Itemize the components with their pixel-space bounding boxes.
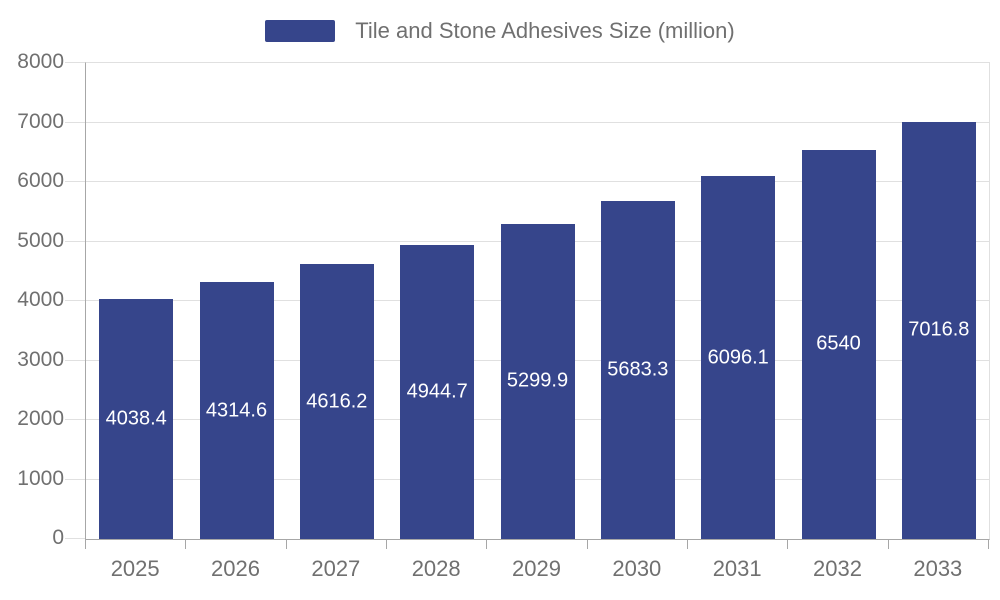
- x-tick-label-2029: 2029: [512, 556, 561, 581]
- bar-value-2031: 6096.1: [707, 346, 769, 369]
- x-tick-3: [386, 539, 387, 549]
- y-tick-label-5000: 5000: [17, 228, 64, 252]
- legend-label: Tile and Stone Adhesives Size (million): [355, 18, 735, 43]
- y-tick-label-2000: 2000: [17, 407, 64, 430]
- bar-2030[interactable]: 5683.3: [600, 200, 675, 539]
- x-tick-8: [887, 539, 889, 549]
- y-tick-4000: [65, 300, 85, 301]
- legend-swatch-icon: [265, 20, 336, 42]
- y-tick-8000: [65, 62, 85, 63]
- bar-value-2030: 5683.3: [607, 358, 669, 381]
- bar-value-2025: 4038.4: [105, 407, 167, 430]
- y-tick-2000: [65, 419, 85, 420]
- gridline-6000: [86, 181, 989, 182]
- y-tick-1000: [65, 478, 85, 480]
- bar-2026[interactable]: 4314.6: [199, 282, 274, 539]
- bar-2027[interactable]: 4616.2: [299, 264, 374, 539]
- y-tick-label-1000: 1000: [17, 466, 64, 490]
- bar-2025[interactable]: 4038.4: [99, 298, 174, 539]
- bar-2033[interactable]: 7016.8: [901, 121, 976, 539]
- y-tick-label-8000: 8000: [17, 50, 64, 73]
- y-tick-label-6000: 6000: [17, 169, 64, 192]
- x-tick-4: [486, 539, 488, 549]
- y-tick-label-7000: 7000: [17, 109, 64, 133]
- x-tick-5: [586, 539, 588, 549]
- y-tick-7000: [65, 121, 85, 123]
- legend-item[interactable]: Tile and Stone Adhesives Size (million): [0, 17, 1000, 45]
- y-tick-6000: [65, 181, 85, 182]
- y-tick-label-0: 0: [52, 526, 64, 549]
- x-tick-label-2026: 2026: [211, 556, 260, 581]
- bar-2031[interactable]: 6096.1: [701, 176, 776, 539]
- bar-2028[interactable]: 4944.7: [400, 244, 475, 539]
- x-tick-1: [185, 539, 187, 549]
- x-tick-7: [787, 539, 789, 549]
- bar-value-2033: 7016.8: [908, 318, 970, 341]
- bar-value-2028: 4944.7: [406, 380, 468, 403]
- y-tick-5000: [65, 240, 85, 242]
- bar-value-2032: 6540: [816, 332, 861, 355]
- bar-2029[interactable]: 5299.9: [500, 223, 575, 539]
- y-tick-label-4000: 4000: [17, 288, 64, 311]
- bar-value-2029: 5299.9: [506, 369, 569, 392]
- x-axis-labels: 2025 2026 2027 2028 2029 2030 2031 2032 2033: [85, 556, 990, 586]
- bar-2032[interactable]: 6540: [801, 149, 876, 539]
- x-tick-0: [85, 539, 86, 549]
- x-tick-label-2030: 2030: [612, 556, 662, 581]
- gridline-7000: [86, 121, 989, 123]
- x-tick-label-2025: 2025: [110, 556, 160, 581]
- x-tick-2: [285, 539, 287, 549]
- y-tick-label-3000: 3000: [17, 347, 64, 371]
- x-tick-label-2028: 2028: [411, 556, 461, 581]
- x-tick-label-2027: 2027: [311, 556, 361, 581]
- y-tick-3000: [65, 359, 85, 361]
- x-tick-6: [687, 539, 688, 549]
- bar-value-2027: 4616.2: [306, 390, 368, 413]
- x-tick-label-2032: 2032: [813, 556, 862, 581]
- plot-area: 4038.4 4314.6 4616.2 4944.7 5299.9 5683.3 6096…: [85, 62, 990, 540]
- bar-value-2026: 4314.6: [205, 399, 268, 422]
- y-tick-0: [65, 538, 85, 539]
- x-tick-9: [988, 539, 989, 549]
- y-axis-labels: 0 1000 2000 3000 4000 5000 6000 7000 8000: [0, 50, 64, 549]
- x-tick-label-2031: 2031: [712, 556, 762, 581]
- x-tick-label-2033: 2033: [913, 556, 963, 581]
